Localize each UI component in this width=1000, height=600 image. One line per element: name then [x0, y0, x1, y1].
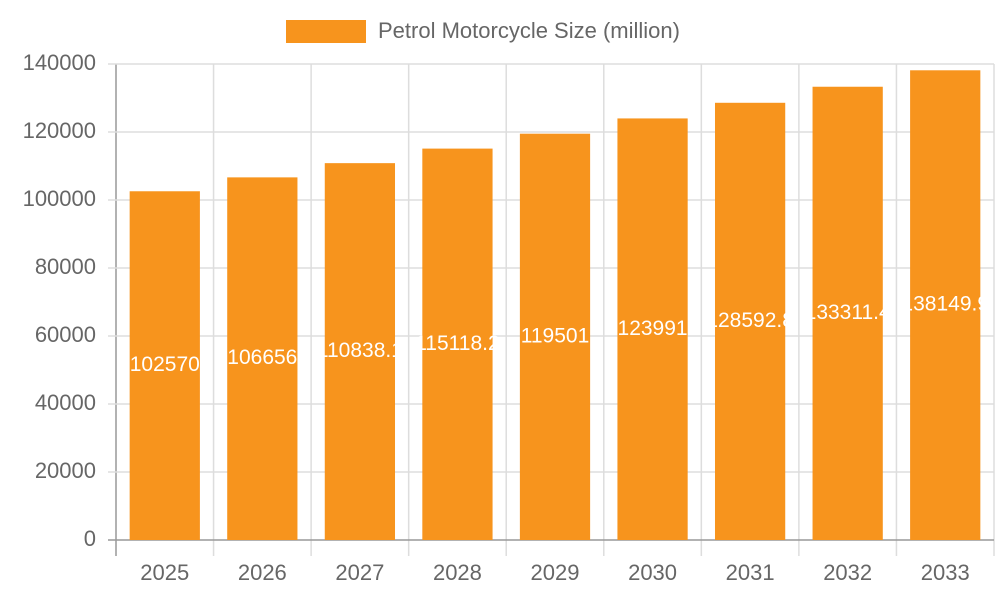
value-label: 115118.2: [415, 332, 499, 355]
value-label: 102570: [130, 353, 200, 376]
bar: [812, 86, 883, 540]
value-label: 123991: [618, 317, 688, 340]
y-tick-label: 140000: [23, 50, 96, 75]
x-tick-label: 2025: [140, 560, 189, 585]
bar: [714, 102, 786, 540]
legend-label: Petrol Motorcycle Size (million): [378, 18, 680, 43]
y-tick-label: 120000: [23, 118, 96, 143]
bar: [129, 191, 200, 540]
x-tick-label: 2027: [335, 560, 384, 585]
bar: [519, 133, 591, 540]
x-tick-label: 2028: [433, 560, 482, 585]
legend-swatch: [286, 20, 366, 43]
x-tick-label: 2033: [921, 560, 970, 585]
y-tick-label: 20000: [35, 458, 96, 483]
bar: [422, 148, 493, 540]
bar: [910, 70, 981, 540]
y-tick-label: 60000: [35, 322, 96, 347]
bar: [227, 177, 298, 540]
value-label: 138149.9: [901, 293, 989, 316]
bar: [324, 163, 396, 541]
y-tick-label: 100000: [23, 186, 96, 211]
x-tick-label: 2026: [238, 560, 287, 585]
value-label: 119501: [521, 324, 590, 347]
bar: [617, 118, 688, 540]
x-tick-label: 2030: [628, 560, 677, 585]
value-label: 106656: [227, 346, 297, 369]
x-tick-label: 2032: [823, 560, 872, 585]
y-tick-label: 0: [84, 526, 96, 551]
y-tick-label: 80000: [35, 254, 96, 279]
y-tick-label: 40000: [35, 390, 96, 415]
value-label: 128592.8: [706, 309, 794, 332]
x-tick-label: 2029: [531, 560, 580, 585]
x-tick-label: 2031: [726, 560, 775, 585]
value-label: 133311.4: [805, 301, 891, 324]
value-label: 110838.1: [317, 339, 403, 362]
